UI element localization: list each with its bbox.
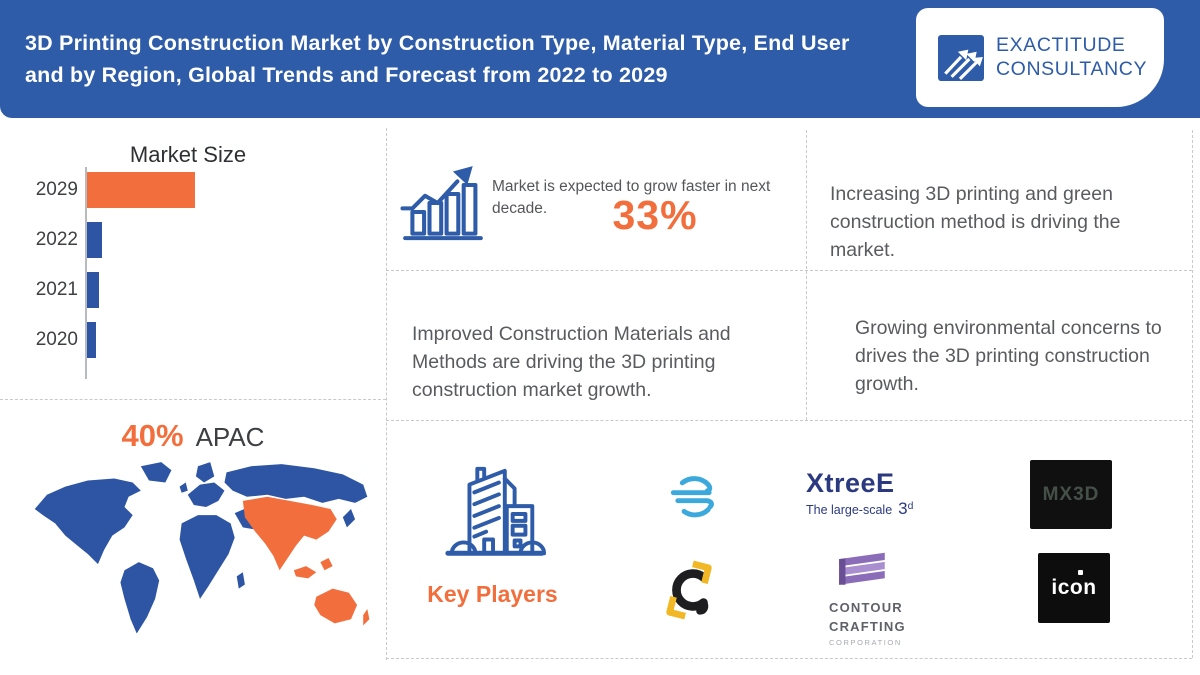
insight-mid-left: Improved Construction Materials and Meth…: [412, 322, 731, 401]
contour-crafting-logo: CONTOUR CRAFTING CORPORATION: [829, 550, 905, 647]
divider-horizontal-top: [386, 270, 1192, 271]
key-players-label: Key Players: [427, 581, 558, 607]
bar-row: 2029: [20, 172, 195, 208]
striped-sphere-logo: [670, 476, 714, 518]
world-map: [34, 462, 370, 634]
region-label: APAC: [195, 422, 265, 452]
page-title-line2: and by Region, Global Trends and Forecas…: [25, 63, 668, 88]
bar-row: 2021: [20, 272, 195, 308]
header-banner: 3D Printing Construction Market by Const…: [0, 0, 1200, 118]
divider-vertical-right: [1192, 130, 1193, 658]
bar-2020: [87, 322, 96, 358]
insight-right-top: Increasing 3D printing and green constru…: [830, 182, 1121, 261]
bar-row: 2020: [20, 322, 195, 358]
page-title: 3D Printing Construction Market by Const…: [25, 27, 905, 92]
region-percent: 40%: [121, 418, 184, 453]
brand-arrows-icon: [938, 34, 984, 81]
divider-horizontal-bottom: [386, 658, 1192, 659]
page-title-line1: 3D Printing Construction Market by Const…: [25, 31, 850, 55]
divider-horizontal-leftcol: [0, 399, 386, 400]
contour-line2: CRAFTING: [829, 618, 906, 634]
chart-title: Market Size: [129, 142, 247, 167]
contour-crafting-graphic: [839, 552, 885, 585]
divider-horizontal-middle: [386, 420, 1192, 421]
chart-axis: [85, 167, 87, 379]
region-highlight: 40% APAC: [0, 418, 386, 454]
bar-row: 2022: [20, 222, 195, 258]
bar-label-2020: 2020: [35, 329, 78, 350]
brand-name-line2: CONSULTANCY: [996, 57, 1148, 80]
brand-name-line1: EXACTITUDE: [996, 34, 1126, 57]
market-size-chart-rows: 2029 2022 2021 2020: [20, 172, 195, 372]
contour-line3: CORPORATION: [829, 637, 902, 647]
building-icon: [445, 466, 547, 556]
xtreee-name: XtreeE: [806, 468, 895, 498]
growth-chart-icon: [400, 166, 483, 241]
growth-statement: Market is expected to grow faster in nex…: [492, 177, 771, 217]
bar-2021: [87, 272, 99, 308]
bar-2022: [87, 222, 102, 258]
icon-logo-dot: [1078, 570, 1083, 575]
brand-name: EXACTITUDE CONSULTANCY: [996, 34, 1147, 81]
mx3d-logo: MX3D: [1030, 460, 1112, 529]
bar-label-2029: 2029: [35, 179, 78, 200]
xtreee-logo: XtreeE The large-scale 3d: [806, 470, 913, 519]
brand-logo-card: EXACTITUDE CONSULTANCY: [916, 8, 1164, 107]
growth-percent: 33%: [612, 192, 698, 238]
icon-company-logo: ic o n: [1038, 553, 1110, 623]
contour-line1: CONTOUR: [829, 600, 903, 615]
divider-vertical-middle: [806, 130, 807, 420]
insight-mid-right: Growing environmental concerns to drives…: [855, 316, 1162, 395]
xtreee-tagline: The large-scale 3d: [806, 499, 914, 518]
bar-label-2021: 2021: [35, 279, 78, 300]
yellow-bracket-c-logo: [666, 560, 712, 620]
bar-2029: [87, 172, 195, 208]
bar-label-2022: 2022: [35, 229, 78, 250]
divider-vertical-left: [386, 128, 387, 660]
